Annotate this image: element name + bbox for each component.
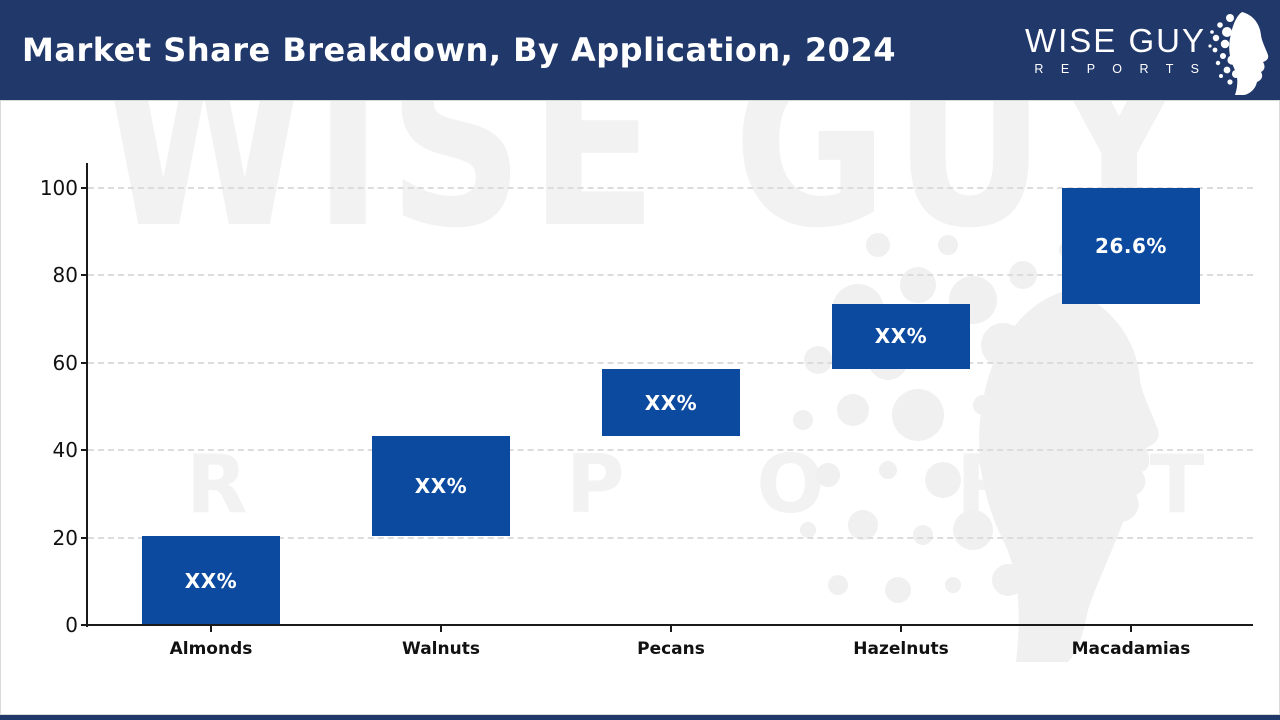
x-tick (210, 625, 212, 632)
bar-hazelnuts: XX% (832, 303, 970, 370)
page-title: Market Share Breakdown, By Application, … (22, 31, 896, 69)
x-axis-line (86, 624, 1253, 626)
wise-guy-reports-logo: WISE GUY R E P O R T S (1012, 0, 1272, 100)
y-tick (81, 624, 88, 626)
bar-macadamias: 26.6% (1062, 187, 1200, 304)
y-tick-label: 40 (52, 438, 78, 462)
bar-walnuts: XX% (372, 436, 510, 537)
x-category-label: Hazelnuts (853, 639, 949, 659)
logo-head-icon (1208, 12, 1269, 95)
x-category-label: Almonds (169, 639, 253, 659)
logo-wordmark: WISE GUY R E P O R T S (1025, 24, 1206, 78)
y-tick-label: 0 (65, 613, 78, 637)
x-tick (900, 625, 902, 632)
bar-value-label: XX% (644, 390, 698, 415)
chart-area: WISE GUY R E P O R T S 0 (0, 12, 1280, 715)
y-tick-label: 20 (52, 525, 78, 550)
y-tick (81, 361, 88, 364)
y-tick-label: 60 (52, 350, 78, 375)
x-tick (1130, 625, 1132, 632)
y-axis-line (86, 163, 88, 627)
x-category-label: Pecans (637, 639, 705, 659)
bar-value-label: XX% (874, 324, 928, 349)
bar-value-label: XX% (414, 474, 468, 499)
footer-bar (0, 715, 1280, 720)
y-tick (81, 186, 88, 189)
y-tick (81, 274, 88, 276)
gridline (88, 361, 1253, 364)
y-tick-label: 80 (52, 263, 78, 287)
bar-value-label: XX% (184, 568, 238, 593)
bar-almonds: XX% (142, 536, 280, 625)
x-tick (670, 625, 672, 632)
x-tick (440, 625, 442, 632)
x-category-label: Macadamias (1071, 639, 1191, 659)
gridline (88, 274, 1253, 276)
bar-pecans: XX% (602, 369, 740, 436)
gridline (88, 186, 1253, 189)
bar-value-label: 26.6% (1095, 233, 1167, 258)
gridline (88, 449, 1253, 451)
y-tick-label: 100 (39, 175, 78, 200)
logo-wordmark-line2: R E P O R T S (1034, 62, 1206, 76)
gridline (88, 536, 1253, 539)
header-bar: Market Share Breakdown, By Application, … (0, 0, 1280, 100)
y-tick (81, 536, 88, 539)
y-tick (81, 449, 88, 451)
logo-wordmark-line1: WISE GUY (1024, 22, 1206, 59)
x-category-label: Walnuts (402, 639, 480, 659)
